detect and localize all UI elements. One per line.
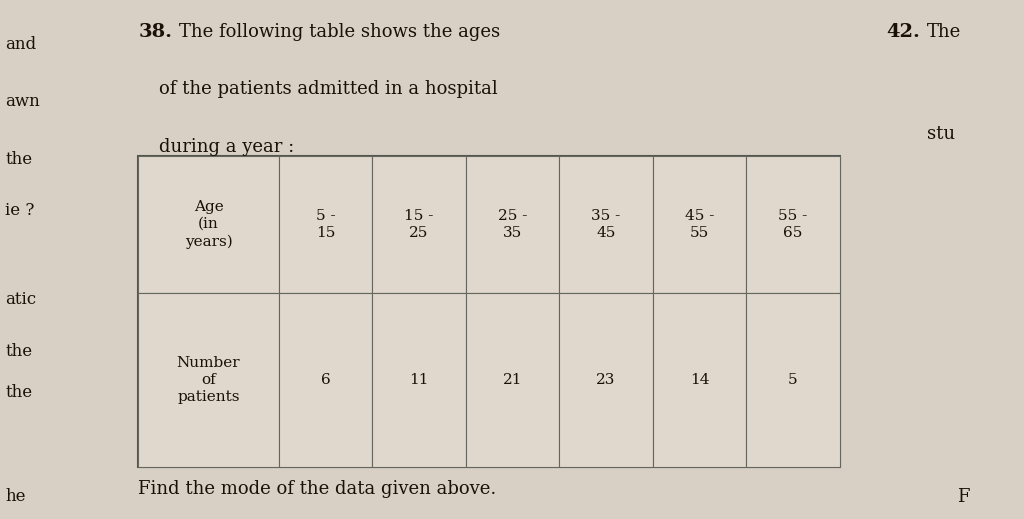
Bar (279, 156, 373, 293)
Text: ie ?: ie ? (5, 202, 35, 220)
Bar (652, 293, 746, 467)
Text: the: the (5, 384, 32, 401)
Text: The: The (927, 23, 961, 42)
Text: atic: atic (5, 291, 36, 308)
Text: 21: 21 (503, 373, 522, 387)
Bar (746, 156, 840, 293)
Text: 5: 5 (788, 373, 798, 387)
Text: 5 -
15: 5 - 15 (315, 209, 336, 240)
Text: stu: stu (927, 125, 954, 143)
Text: Find the mode of the data given above.: Find the mode of the data given above. (138, 480, 497, 498)
Bar (559, 156, 652, 293)
Text: 35 -
45: 35 - 45 (591, 209, 621, 240)
Text: 15 -
25: 15 - 25 (404, 209, 434, 240)
Bar (138, 293, 279, 467)
Text: 6: 6 (321, 373, 331, 387)
Text: 38.: 38. (138, 23, 172, 42)
Text: 23: 23 (596, 373, 615, 387)
Text: 42.: 42. (886, 23, 920, 42)
Bar (652, 156, 746, 293)
Text: the: the (5, 151, 32, 168)
Bar (373, 156, 466, 293)
Bar (466, 293, 559, 467)
Text: 45 -
55: 45 - 55 (685, 209, 714, 240)
Text: Number
of
patients: Number of patients (177, 356, 241, 404)
Bar (466, 156, 559, 293)
Text: Age
(in
years): Age (in years) (184, 200, 232, 249)
Text: 55 -
65: 55 - 65 (778, 209, 808, 240)
Bar (138, 156, 279, 293)
Bar (559, 293, 652, 467)
Text: 25 -
35: 25 - 35 (498, 209, 527, 240)
Text: awn: awn (5, 93, 40, 111)
Text: he: he (5, 488, 26, 505)
Text: the: the (5, 343, 32, 360)
Text: F: F (957, 488, 970, 506)
Text: of the patients admitted in a hospital: of the patients admitted in a hospital (159, 80, 498, 99)
Bar (279, 293, 373, 467)
Bar (138, 156, 840, 467)
Bar (373, 293, 466, 467)
Text: 11: 11 (410, 373, 429, 387)
Text: 14: 14 (690, 373, 710, 387)
Text: and: and (5, 36, 36, 53)
Bar (746, 293, 840, 467)
Text: The following table shows the ages: The following table shows the ages (179, 23, 501, 42)
Text: during a year :: during a year : (159, 138, 294, 156)
